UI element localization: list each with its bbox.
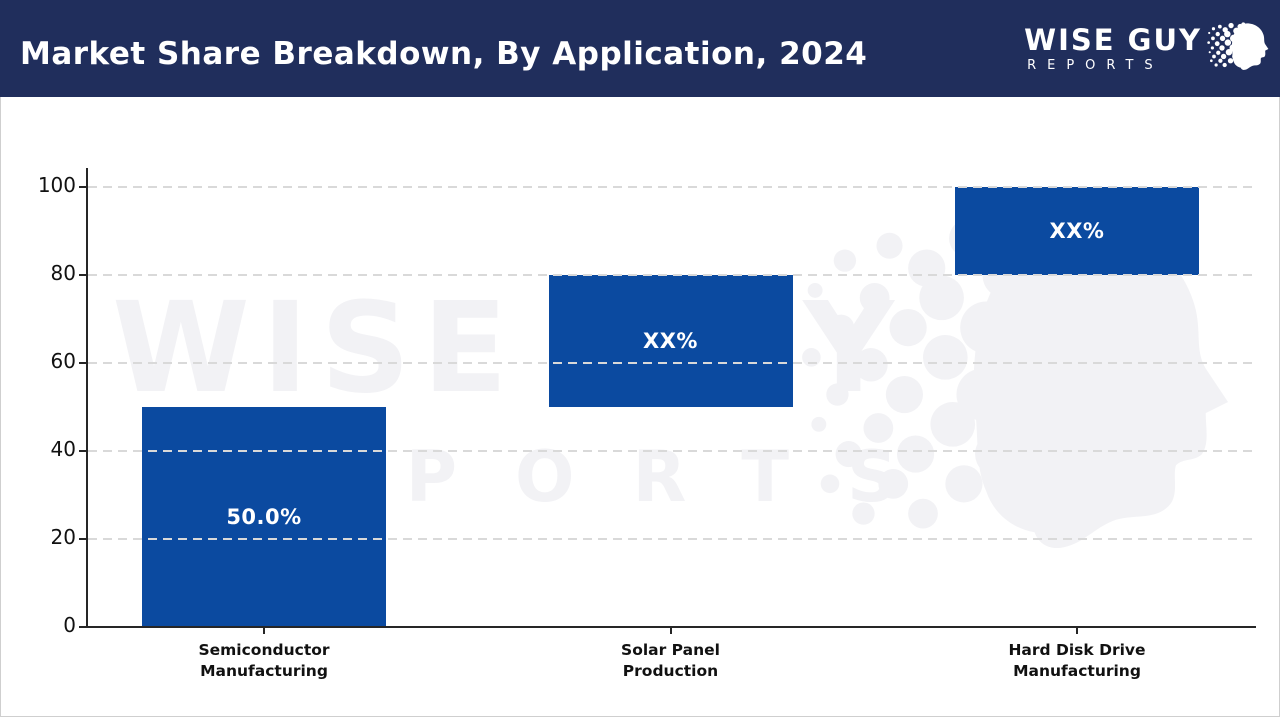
chart-title: Market Share Breakdown, By Application, … (20, 36, 868, 72)
x-category-label-line2: Production (622, 661, 719, 680)
x-category-label-line1: Solar Panel (621, 641, 720, 659)
wiseguy-face-icon (1207, 22, 1269, 70)
bar-solar-panel-production: XX% (548, 275, 793, 407)
y-tick-label: 80 (50, 261, 76, 285)
y-tick-mark (79, 186, 87, 188)
logo-wordmark: WISE GUY (1024, 22, 1202, 57)
gridline (88, 274, 1256, 276)
y-tick-label: 100 (37, 173, 76, 197)
y-axis-line (86, 168, 88, 628)
x-category-label: Semiconductor Manufacturing (114, 640, 414, 682)
y-tick-mark (79, 538, 87, 540)
bar-value-label: XX% (1049, 219, 1105, 243)
gridline (88, 538, 1256, 540)
bar-value-label: 50.0% (226, 505, 302, 529)
wiseguy-logo: WISE GUY REPORTS (1024, 6, 1270, 92)
x-tick-mark (1076, 628, 1078, 634)
y-tick-label: 60 (50, 349, 76, 373)
x-tick-mark (263, 628, 265, 634)
x-category-label-line1: Semiconductor (198, 641, 330, 659)
y-tick-mark (79, 450, 87, 452)
y-tick-label: 20 (50, 525, 76, 549)
y-tick-mark (79, 274, 87, 276)
y-tick-mark (79, 362, 87, 364)
y-tick-label: 40 (50, 437, 76, 461)
logo-subtext: REPORTS (1027, 58, 1164, 74)
x-axis-line (86, 626, 1256, 628)
bar-hard-disk-drive-manufacturing: XX% (955, 187, 1199, 275)
x-category-label: Hard Disk Drive Manufacturing (927, 640, 1227, 682)
bar-value-label: XX% (643, 329, 698, 353)
bar-semiconductor-manufacturing: 50.0% (142, 407, 386, 627)
watermark-face-icon (802, 216, 1229, 549)
x-category-label-line2: Manufacturing (1013, 661, 1141, 680)
x-category-label-line1: Hard Disk Drive (1008, 641, 1146, 659)
y-tick-label: 0 (63, 613, 76, 637)
logo-text: WISE GUY REPORTS (1024, 22, 1202, 74)
header-bar: Market Share Breakdown, By Application, … (0, 0, 1280, 97)
y-tick-mark (79, 626, 87, 628)
gridline (88, 362, 1256, 364)
x-category-label-line2: Manufacturing (200, 661, 328, 680)
gridline (88, 450, 1256, 452)
gridline (88, 186, 1256, 188)
x-tick-mark (669, 628, 672, 634)
x-category-label: Solar Panel Production (521, 640, 821, 682)
